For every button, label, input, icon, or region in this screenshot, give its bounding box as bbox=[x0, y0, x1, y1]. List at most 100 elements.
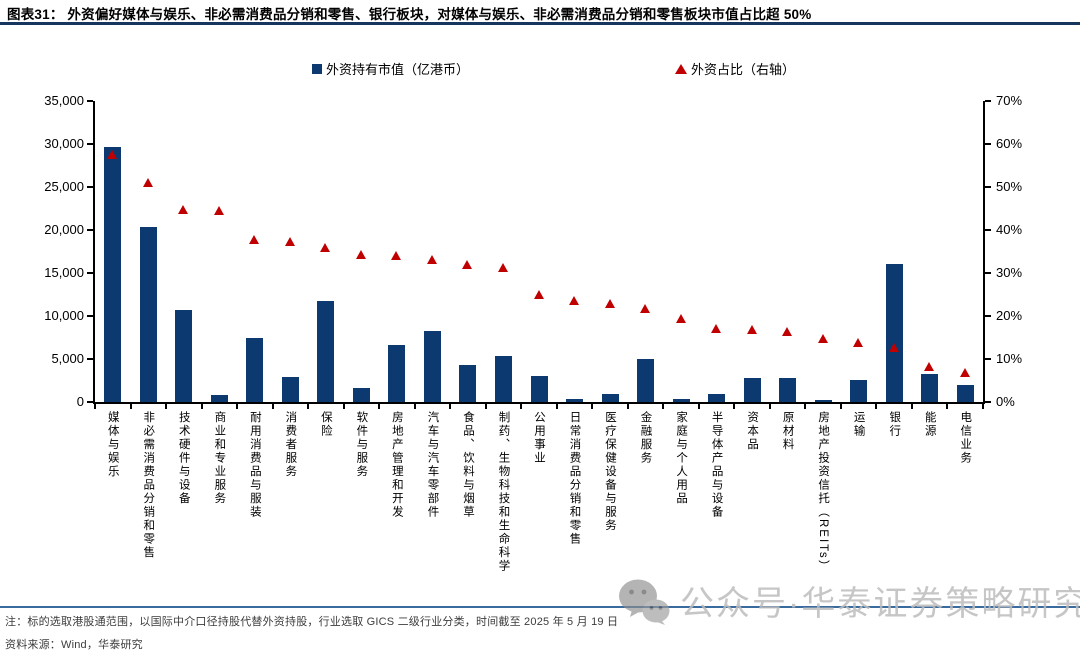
bar bbox=[281, 377, 299, 402]
x-axis-category-label: 金融服务 bbox=[639, 411, 652, 465]
y-axis-tick-left bbox=[87, 358, 93, 360]
scatter-triangle-marker bbox=[569, 295, 580, 305]
bar bbox=[637, 359, 655, 402]
scatter-triangle-marker bbox=[320, 243, 331, 253]
title-rule bbox=[0, 22, 1080, 25]
bar bbox=[814, 400, 832, 402]
bar bbox=[708, 394, 726, 402]
bar bbox=[921, 374, 939, 402]
scatter-triangle-marker bbox=[107, 150, 118, 160]
y-axis-label-left: 10,000 bbox=[44, 308, 84, 323]
x-axis-category-label: 消费者服务 bbox=[284, 411, 297, 479]
bar bbox=[956, 385, 974, 402]
y-axis-tick-right bbox=[985, 272, 991, 274]
x-axis-tick bbox=[910, 404, 913, 409]
x-axis-tick bbox=[378, 404, 381, 409]
scatter-triangle-marker bbox=[817, 333, 828, 343]
x-axis-tick bbox=[449, 404, 452, 409]
x-axis-tick bbox=[413, 404, 416, 409]
bar bbox=[459, 365, 477, 402]
y-axis-label-right: 50% bbox=[996, 179, 1023, 194]
y-axis-left bbox=[93, 101, 95, 402]
x-axis-category-label: 软件与服务 bbox=[355, 411, 368, 479]
x-axis-category-label: 制药、生物科技和生命科学 bbox=[497, 411, 510, 573]
scatter-triangle-marker bbox=[746, 325, 757, 335]
x-axis-category-label: 半导体产品与设备 bbox=[710, 411, 723, 519]
figure-title: 图表31： 外资偏好媒体与娱乐、非必需消费品分销和零售、银行板块，对媒体与娱乐、… bbox=[7, 7, 812, 22]
y-axis-tick-left bbox=[87, 401, 93, 403]
x-axis-category-label: 运输 bbox=[852, 411, 865, 438]
scatter-triangle-marker bbox=[355, 249, 366, 259]
x-axis-tick bbox=[342, 404, 345, 409]
x-axis-tick bbox=[804, 404, 807, 409]
x-axis-tick bbox=[662, 404, 665, 409]
x-axis-category-label: 非必需消费品分销和零售 bbox=[142, 411, 155, 560]
x-axis-tick bbox=[946, 404, 949, 409]
y-axis-tick-right bbox=[985, 229, 991, 231]
scatter-triangle-marker bbox=[497, 262, 508, 272]
y-axis-tick-left bbox=[87, 315, 93, 317]
bar bbox=[530, 376, 548, 402]
y-axis-label-right: 20% bbox=[996, 308, 1023, 323]
x-axis-category-label: 电信业务 bbox=[959, 411, 972, 465]
bar bbox=[210, 395, 228, 402]
scatter-triangle-marker bbox=[249, 234, 260, 244]
scatter-triangle-marker bbox=[462, 259, 473, 269]
y-axis-right bbox=[983, 101, 985, 402]
x-axis-tick bbox=[307, 404, 310, 409]
scatter-triangle-marker bbox=[888, 342, 899, 352]
scatter-triangle-marker bbox=[533, 289, 544, 299]
y-axis-tick-right bbox=[985, 100, 991, 102]
y-axis-tick-left bbox=[87, 229, 93, 231]
bar bbox=[175, 309, 193, 402]
scatter-triangle-marker bbox=[675, 314, 686, 323]
bar bbox=[779, 377, 797, 402]
scatter-triangle-marker bbox=[711, 323, 722, 333]
y-axis-tick-right bbox=[985, 315, 991, 317]
x-axis-tick bbox=[733, 404, 736, 409]
x-axis-tick bbox=[236, 404, 239, 409]
scatter-triangle-marker bbox=[178, 204, 189, 214]
bar bbox=[566, 398, 584, 402]
x-axis-tick bbox=[875, 404, 878, 409]
y-axis-label-right: 40% bbox=[996, 222, 1023, 237]
scatter-triangle-marker bbox=[426, 255, 437, 265]
legend-marker-label: 外资占比（右轴） bbox=[691, 62, 796, 77]
scatter-triangle-marker bbox=[640, 304, 651, 314]
legend-bars-label: 外资持有市值（亿港币） bbox=[326, 62, 470, 77]
y-axis-label-right: 60% bbox=[996, 136, 1023, 151]
bar bbox=[885, 263, 903, 402]
y-axis-label-right: 70% bbox=[996, 93, 1023, 108]
scatter-triangle-marker bbox=[391, 250, 402, 260]
y-axis-tick-left bbox=[87, 186, 93, 188]
x-axis-category-label: 媒体与娱乐 bbox=[106, 411, 119, 479]
scatter-triangle-marker bbox=[142, 177, 153, 187]
bar bbox=[139, 227, 157, 402]
y-axis-label-left: 0 bbox=[76, 394, 84, 409]
x-axis-tick bbox=[200, 404, 203, 409]
y-axis-tick-left bbox=[87, 272, 93, 274]
footnote: 注：标的选取港股通范围，以国际中介口径持股代替外资持股，行业选取 GICS 二级… bbox=[5, 616, 619, 628]
x-axis-category-label: 房地产管理和开发 bbox=[390, 411, 403, 519]
x-axis-tick bbox=[520, 404, 523, 409]
y-axis-tick-right bbox=[985, 358, 991, 360]
x-axis-tick bbox=[982, 404, 984, 409]
y-axis-tick-right bbox=[985, 186, 991, 188]
legend-item-bars: 外资持有市值（亿港币） bbox=[312, 59, 469, 78]
x-axis-category-label: 商业和专业服务 bbox=[213, 411, 226, 506]
x-axis-category-label: 食品、饮料与烟草 bbox=[461, 411, 474, 519]
scatter-triangle-marker bbox=[604, 298, 615, 308]
x-axis-category-label: 资本品 bbox=[746, 411, 759, 452]
x-axis-tick bbox=[94, 404, 96, 409]
scatter-triangle-marker bbox=[284, 237, 295, 247]
scatter-triangle-marker bbox=[213, 205, 224, 215]
y-axis-tick-right bbox=[985, 143, 991, 145]
y-axis-label-left: 25,000 bbox=[44, 179, 84, 194]
bar bbox=[246, 338, 264, 402]
y-axis-label-left: 30,000 bbox=[44, 136, 84, 151]
scatter-triangle-marker bbox=[853, 338, 864, 348]
x-axis-category-label: 原材料 bbox=[781, 411, 794, 452]
x-axis-category-label: 汽车与汽车零部件 bbox=[426, 411, 439, 519]
x-axis-category-label: 家庭与个人用品 bbox=[675, 411, 688, 506]
